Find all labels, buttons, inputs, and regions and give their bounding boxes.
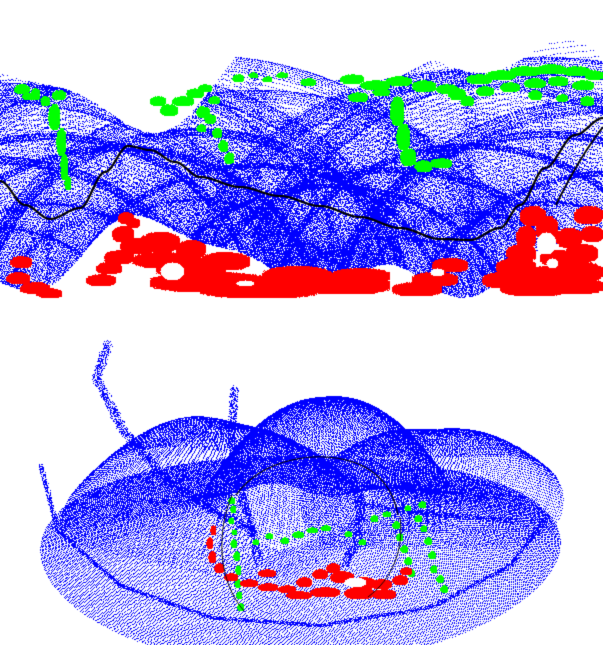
plot-bottom-svg (0, 325, 603, 645)
panel-three-dimensional-surface (0, 325, 603, 645)
plot-top-svg (0, 0, 603, 325)
panel-flattened-parameter-plane (0, 0, 603, 325)
streamline-raster (0, 0, 603, 325)
surface3d-raster (0, 325, 603, 645)
